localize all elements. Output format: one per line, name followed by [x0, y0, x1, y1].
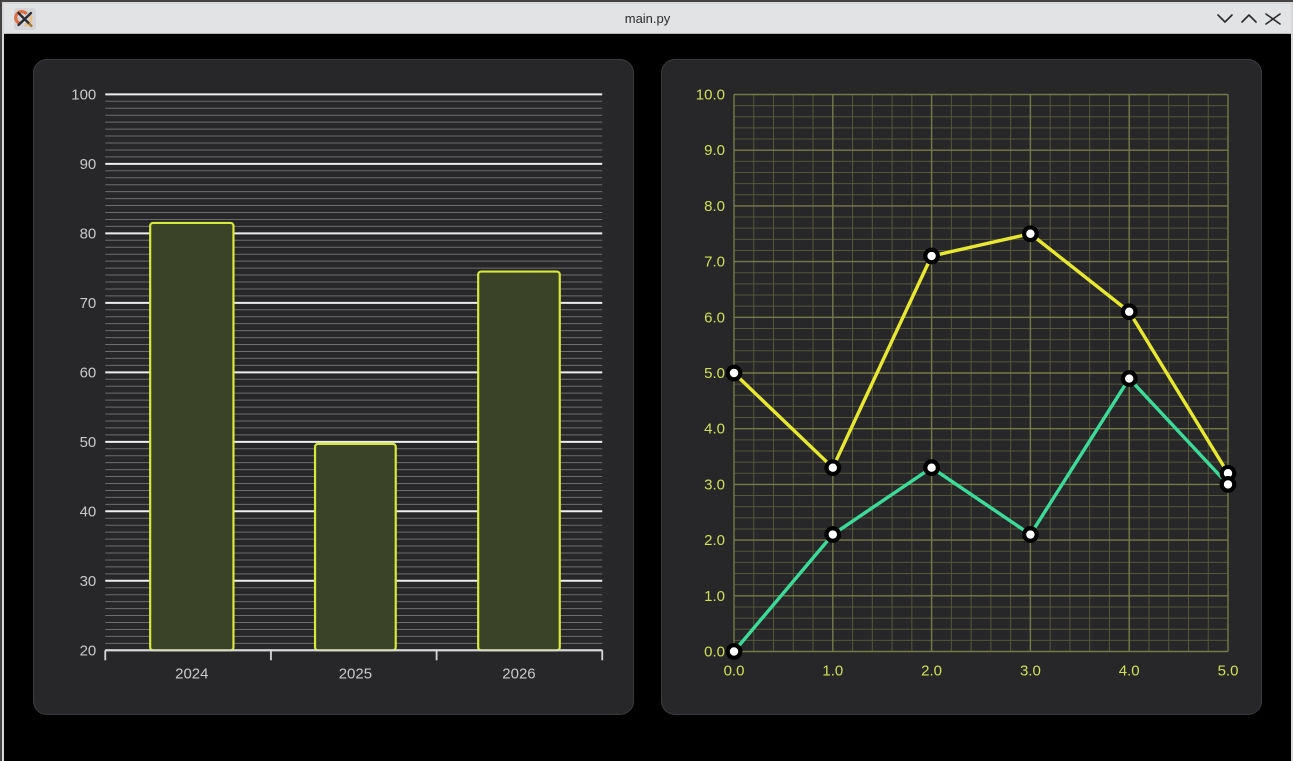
- svg-text:1.0: 1.0: [822, 663, 843, 680]
- svg-text:1.0: 1.0: [704, 588, 725, 605]
- svg-text:2.0: 2.0: [704, 532, 725, 549]
- svg-text:3.0: 3.0: [1020, 663, 1041, 680]
- svg-text:40: 40: [80, 503, 97, 520]
- svg-text:30: 30: [80, 573, 97, 590]
- svg-text:7.0: 7.0: [704, 254, 725, 271]
- svg-text:2025: 2025: [339, 665, 372, 682]
- svg-text:2.0: 2.0: [921, 663, 942, 680]
- svg-text:6.0: 6.0: [704, 309, 725, 326]
- svg-text:80: 80: [80, 225, 97, 242]
- svg-text:0.0: 0.0: [704, 644, 725, 661]
- svg-text:3.0: 3.0: [704, 476, 725, 493]
- svg-text:5.0: 5.0: [704, 365, 725, 382]
- svg-text:70: 70: [80, 295, 97, 312]
- svg-text:100: 100: [71, 86, 96, 103]
- svg-text:0.0: 0.0: [724, 663, 745, 680]
- svg-text:20: 20: [80, 642, 97, 659]
- svg-text:4.0: 4.0: [704, 421, 725, 438]
- svg-text:8.0: 8.0: [704, 198, 725, 215]
- svg-text:9.0: 9.0: [704, 142, 725, 159]
- svg-text:4.0: 4.0: [1119, 663, 1140, 680]
- svg-text:2024: 2024: [175, 665, 208, 682]
- svg-text:90: 90: [80, 156, 97, 173]
- svg-text:60: 60: [80, 364, 97, 381]
- svg-text:5.0: 5.0: [1218, 663, 1239, 680]
- svg-text:10.0: 10.0: [696, 87, 725, 104]
- svg-text:2026: 2026: [502, 665, 535, 682]
- svg-text:50: 50: [80, 434, 97, 451]
